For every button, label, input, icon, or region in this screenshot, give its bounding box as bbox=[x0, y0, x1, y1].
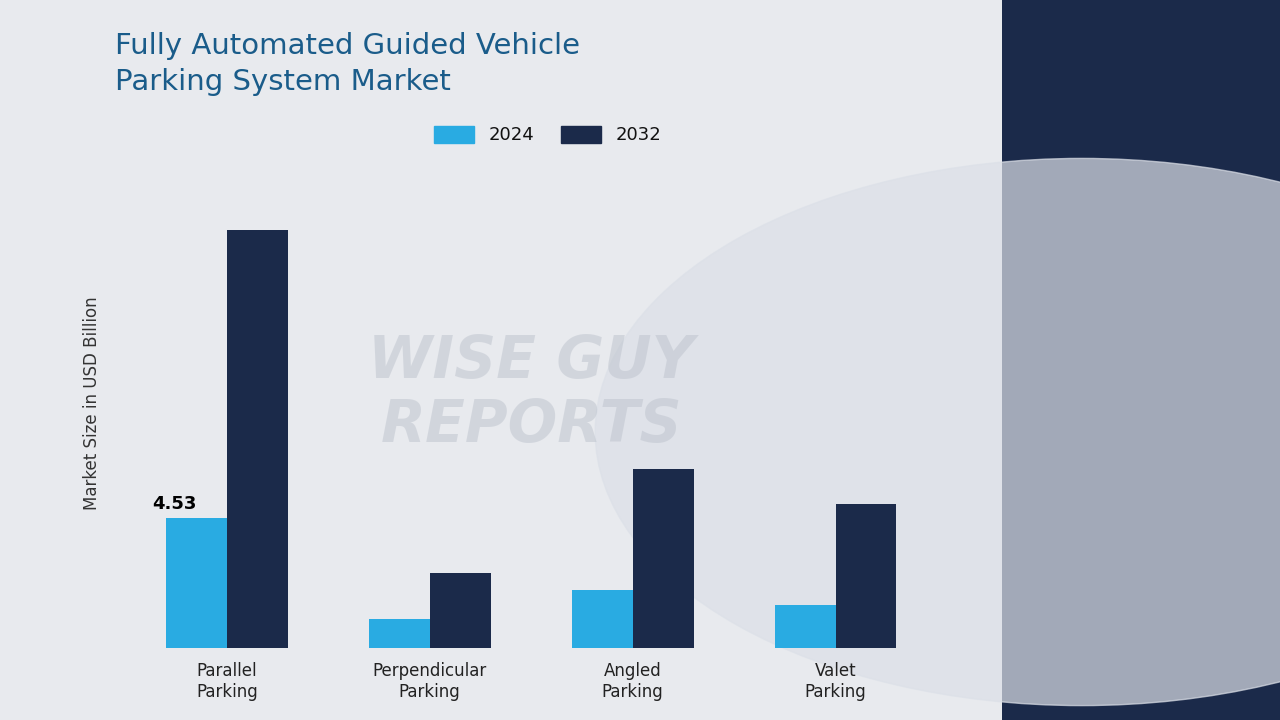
Bar bbox=[836, 504, 896, 648]
Bar bbox=[572, 590, 632, 648]
Circle shape bbox=[595, 158, 1280, 706]
Bar bbox=[369, 619, 430, 648]
Bar bbox=[227, 230, 288, 648]
Text: WISE GUY
REPORTS: WISE GUY REPORTS bbox=[369, 333, 694, 454]
Bar bbox=[430, 573, 490, 648]
Bar bbox=[632, 469, 694, 648]
Bar bbox=[774, 605, 836, 648]
Text: Fully Automated Guided Vehicle
Parking System Market: Fully Automated Guided Vehicle Parking S… bbox=[115, 32, 580, 96]
Bar bbox=[166, 518, 227, 648]
Legend: 2024, 2032: 2024, 2032 bbox=[428, 119, 668, 152]
Text: 4.53: 4.53 bbox=[152, 495, 196, 513]
Y-axis label: Market Size in USD Billion: Market Size in USD Billion bbox=[83, 297, 101, 510]
